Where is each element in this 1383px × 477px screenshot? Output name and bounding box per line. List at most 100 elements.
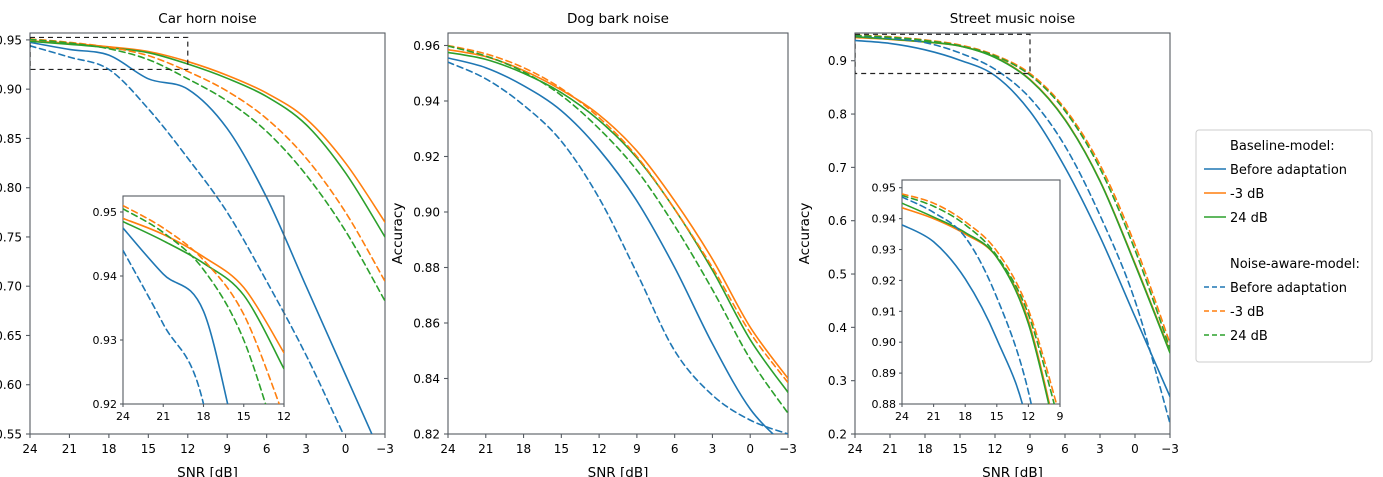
y-ticklabel: 0.96 (413, 39, 440, 53)
inset-y-ticklabel: 0.92 (93, 398, 118, 411)
y-ticklabel: 0.60 (0, 378, 22, 392)
inset-curves-group (123, 204, 284, 404)
inset-series-line (123, 227, 229, 404)
y-ticklabel: 0.82 (413, 428, 440, 442)
curves-group (448, 44, 788, 434)
x-ticklabel: 15 (554, 442, 569, 456)
x-ticklabel: 21 (882, 442, 897, 456)
y-ticklabel: 0.55 (0, 428, 22, 442)
inset-x-ticklabel: 12 (277, 410, 291, 423)
inset-series-line (123, 204, 281, 404)
curves-group (855, 33, 1170, 425)
series-line (30, 41, 373, 434)
x-ticklabel: 12 (180, 442, 195, 456)
series-line (30, 40, 385, 238)
y-ticklabel: 0.6 (828, 214, 847, 228)
x-ticklabel: 9 (1026, 442, 1034, 456)
legend-entry-label[interactable]: 24 dB (1230, 211, 1268, 226)
inset-y-ticklabel: 0.88 (872, 398, 897, 411)
x-ticklabel: 18 (917, 442, 932, 456)
inset-y-ticklabel: 0.93 (872, 244, 897, 257)
x-ticklabel: 3 (302, 442, 310, 456)
x-axis-label: SNR [dB] (588, 465, 649, 477)
y-ticklabel: 0.90 (0, 83, 22, 97)
x-ticklabel: 24 (22, 442, 37, 456)
inset-x-ticklabel: 15 (990, 410, 1004, 423)
series-line (448, 48, 788, 380)
inset-y-ticklabel: 0.90 (872, 336, 897, 349)
inset-y-ticklabel: 0.91 (872, 305, 897, 318)
series-line (855, 39, 1170, 398)
legend-entry-label[interactable]: 24 dB (1230, 329, 1268, 344)
inset-y-ticklabel: 0.95 (93, 206, 118, 219)
x-ticklabel: 12 (591, 442, 606, 456)
x-ticklabel: 9 (223, 442, 231, 456)
x-ticklabel: 0 (342, 442, 350, 456)
y-ticklabel: 0.8 (828, 108, 847, 122)
y-ticklabel: 0.9 (828, 54, 847, 68)
inset-series-line (902, 224, 1024, 404)
series-line (30, 38, 385, 302)
curves-group (30, 36, 385, 434)
y-ticklabel: 0.65 (0, 329, 22, 343)
y-ticklabel: 0.88 (413, 261, 440, 275)
inset-y-ticklabel: 0.92 (872, 274, 897, 287)
x-ticklabel: 21 (62, 442, 77, 456)
inset-x-ticklabel: 21 (156, 410, 170, 423)
x-ticklabel: −3 (1161, 442, 1179, 456)
legend-entry-label[interactable]: Before adaptation (1230, 163, 1347, 178)
legend: Baseline-model: Before adaptation -3 dB 24 … (1195, 129, 1373, 363)
y-ticklabel: 0.75 (0, 230, 22, 244)
y-ticklabel: 0.80 (0, 181, 22, 195)
series-line (855, 34, 1170, 345)
x-ticklabel: 6 (671, 442, 679, 456)
y-ticklabel: 0.70 (0, 280, 22, 294)
y-ticklabel: 0.86 (413, 316, 440, 330)
inset-y-ticklabel: 0.94 (93, 270, 118, 283)
x-ticklabel: 6 (263, 442, 271, 456)
series-line (30, 40, 385, 223)
inset-x-ticklabel: 24 (116, 410, 130, 423)
inset-series-line (902, 194, 1056, 404)
zoom-indicator-box (30, 36, 189, 71)
inset-y-ticklabel: 0.95 (872, 182, 897, 195)
series-line (30, 45, 345, 434)
y-ticklabel: 0.92 (413, 150, 440, 164)
series-line (448, 61, 788, 434)
y-ticklabel: 0.3 (828, 374, 847, 388)
y-axis-label: Accuracy (797, 203, 813, 265)
plot-frame (447, 32, 789, 435)
legend-box (1195, 129, 1373, 363)
inset-y-ticklabel: 0.93 (93, 334, 118, 347)
x-ticklabel: −3 (376, 442, 394, 456)
series-line (448, 57, 775, 434)
x-axis-label: SNR [dB] (982, 465, 1043, 477)
inset-series-line (123, 220, 284, 370)
series-line (855, 34, 1170, 350)
x-ticklabel: 24 (847, 442, 862, 456)
y-ticklabel: 0.90 (413, 205, 440, 219)
legend-entry-label[interactable]: Before adaptation (1230, 281, 1347, 296)
inset-series-line (902, 196, 1033, 404)
y-ticklabel: 0.7 (828, 161, 847, 175)
x-ticklabel: 3 (1096, 442, 1104, 456)
x-ticklabel: 18 (516, 442, 531, 456)
inset-x-ticklabel: 18 (958, 410, 972, 423)
y-ticklabel: 0.2 (828, 428, 847, 442)
legend-entry-label[interactable]: -3 dB (1230, 305, 1264, 320)
inset-x-ticklabel: 24 (895, 410, 909, 423)
inset-series-line (902, 193, 1058, 404)
x-ticklabel: 21 (478, 442, 493, 456)
x-ticklabel: −3 (779, 442, 797, 456)
inset-curves-group (902, 193, 1058, 404)
series-line (448, 44, 788, 384)
inset-x-ticklabel: 12 (1021, 410, 1035, 423)
x-ticklabel: 24 (440, 442, 455, 456)
legend-entry-label[interactable]: -3 dB (1230, 187, 1264, 202)
inset-x-ticklabel: 15 (237, 410, 251, 423)
x-ticklabel: 15 (952, 442, 967, 456)
y-ticklabel: 0.84 (413, 372, 440, 386)
panel-title: Dog bark noise (567, 11, 669, 27)
x-axis-label: SNR [dB] (177, 465, 238, 477)
